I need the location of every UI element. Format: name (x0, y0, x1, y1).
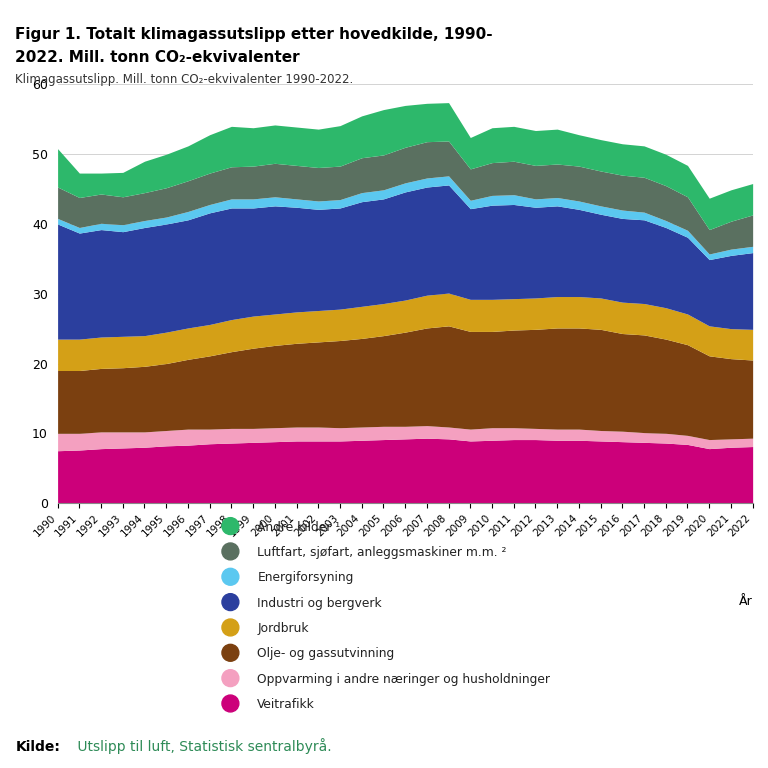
Text: År: År (739, 595, 753, 608)
Text: Utslipp til luft, Statistisk sentralbyrå.: Utslipp til luft, Statistisk sentralbyrå… (73, 738, 332, 754)
Text: Klimagassutslipp. Mill. tonn CO₂-ekvivalenter 1990-2022.: Klimagassutslipp. Mill. tonn CO₂-ekvival… (15, 73, 353, 86)
Text: Jordbruk: Jordbruk (257, 622, 309, 635)
Text: Figur 1. Totalt klimagassutslipp etter hovedkilde, 1990-: Figur 1. Totalt klimagassutslipp etter h… (15, 27, 493, 42)
Text: Oppvarming i andre næringer og husholdninger: Oppvarming i andre næringer og husholdni… (257, 673, 551, 686)
Text: 2022. Mill. tonn CO₂-ekvivalenter: 2022. Mill. tonn CO₂-ekvivalenter (15, 50, 300, 65)
Text: Veitrafikk: Veitrafikk (257, 698, 315, 711)
Text: Kilde:: Kilde: (15, 740, 60, 754)
Text: Luftfart, sjøfart, anleggsmaskiner m.m. ²: Luftfart, sjøfart, anleggsmaskiner m.m. … (257, 546, 507, 559)
Text: Industri og bergverk: Industri og bergverk (257, 597, 382, 610)
Text: Olje- og gassutvinning: Olje- og gassutvinning (257, 647, 395, 660)
Text: Energiforsyning: Energiforsyning (257, 571, 353, 584)
Text: Andre kilder ¹: Andre kilder ¹ (257, 521, 340, 534)
